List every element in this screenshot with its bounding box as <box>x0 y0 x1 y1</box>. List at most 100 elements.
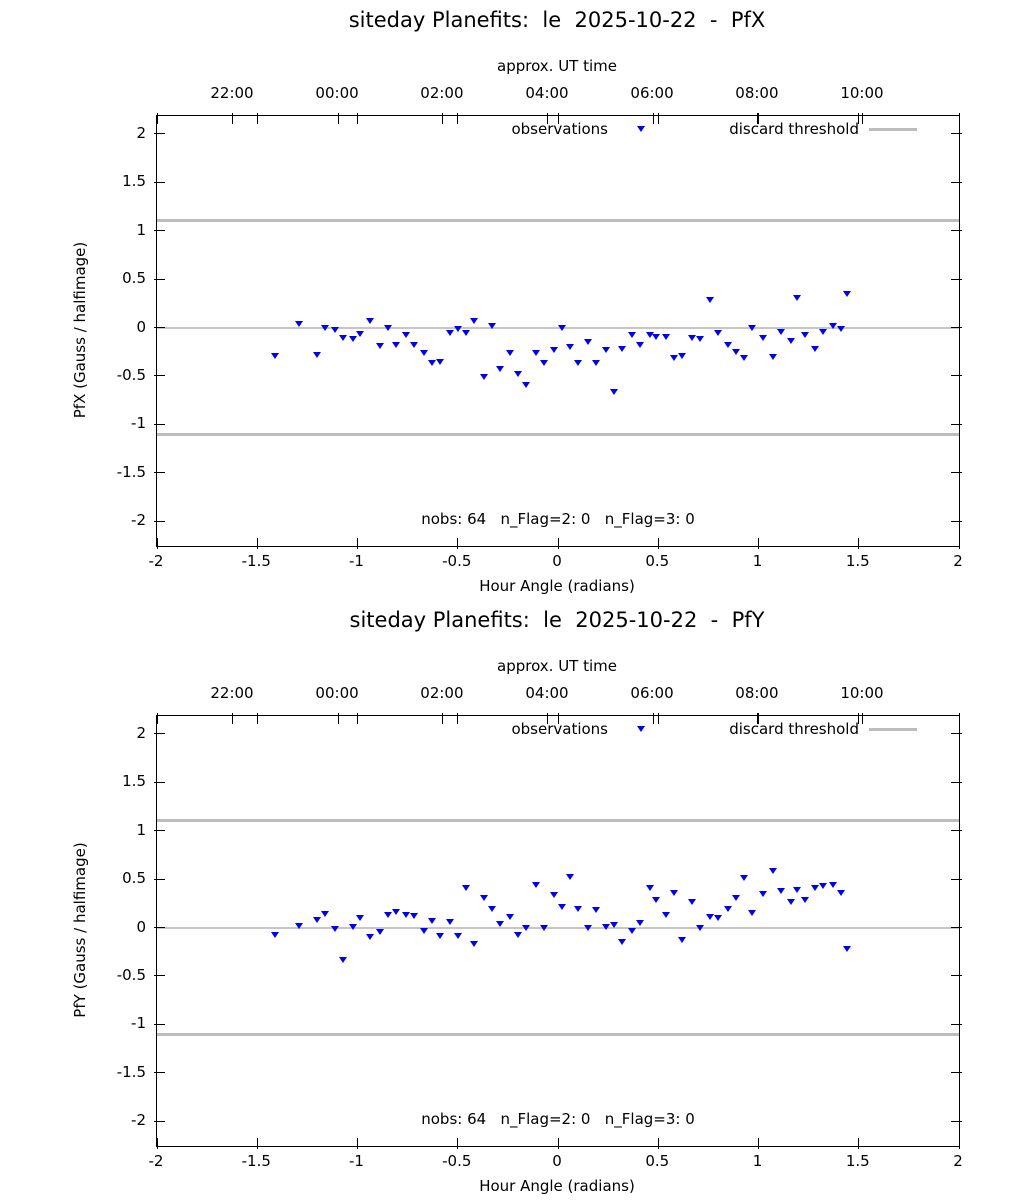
data-point <box>818 329 827 336</box>
data-point <box>321 325 330 332</box>
y-tick-mark <box>154 733 165 735</box>
legend-threshold-label: discard threshold <box>729 720 859 738</box>
x-tick-mark <box>657 538 659 549</box>
x-tick-mark <box>657 113 659 124</box>
legend-observations-label: observations <box>511 720 608 738</box>
y-tick-mark <box>951 520 962 522</box>
y-tick-mark <box>951 278 962 280</box>
y-tick-mark <box>951 878 962 880</box>
data-point <box>445 330 454 337</box>
x-tick-label: 2 <box>953 1152 963 1170</box>
ut-tick-label: 08:00 <box>735 684 779 702</box>
y-tick-label: -0.5 <box>116 365 146 384</box>
ut-tick-label: 00:00 <box>315 684 359 702</box>
y-tick-label: -1 <box>131 1014 146 1033</box>
data-point <box>365 934 374 941</box>
data-point <box>842 290 851 297</box>
x-tick-mark <box>758 113 759 124</box>
ut-tick-mark <box>862 113 864 124</box>
data-point <box>678 352 687 359</box>
ut-tick-label: 04:00 <box>525 684 569 702</box>
data-point <box>427 917 436 924</box>
y-tick-mark <box>154 1072 165 1074</box>
y-tick-label: 1.5 <box>122 772 146 791</box>
threshold-line-sample-icon <box>869 728 917 731</box>
zero-gridline <box>157 926 959 929</box>
y-tick-mark <box>154 278 165 280</box>
y-tick-mark <box>154 1120 165 1122</box>
data-point <box>435 933 444 940</box>
y-tick-mark <box>951 327 962 328</box>
y-tick-mark <box>154 375 165 377</box>
data-point <box>662 334 671 341</box>
data-point <box>786 899 795 906</box>
x-tick-label: -0.5 <box>442 552 472 570</box>
y-tick-mark <box>154 781 165 783</box>
discard-threshold-line <box>157 432 959 436</box>
y-tick-mark <box>951 1023 962 1025</box>
data-point <box>748 909 757 916</box>
data-point <box>566 343 575 350</box>
x-tick-mark <box>357 713 358 724</box>
data-point <box>391 908 400 915</box>
data-point <box>670 889 679 896</box>
top-axis-label: approx. UT time <box>497 57 617 75</box>
x-tick-mark <box>958 538 960 549</box>
x-tick-mark <box>256 113 258 124</box>
ut-tick-label: 02:00 <box>420 684 464 702</box>
x-tick-mark <box>357 113 358 124</box>
data-point <box>435 359 444 366</box>
y-tick-label: -2 <box>131 511 146 530</box>
data-point <box>592 360 601 367</box>
data-point <box>313 351 322 358</box>
data-point <box>810 884 819 891</box>
data-point <box>748 324 757 331</box>
data-point <box>602 346 611 353</box>
data-point <box>610 389 619 396</box>
x-tick-label: 2 <box>953 552 963 570</box>
x-tick-mark <box>958 113 960 124</box>
data-point <box>383 325 392 332</box>
data-point <box>339 335 348 342</box>
data-point <box>678 937 687 944</box>
y-tick-mark <box>154 975 165 977</box>
data-point <box>349 923 358 930</box>
y-tick-label: -1.5 <box>116 1062 146 1081</box>
discard-threshold-line <box>157 1032 959 1036</box>
x-tick-mark <box>156 538 158 549</box>
ut-tick-mark <box>337 113 339 124</box>
x-tick-mark <box>357 1138 358 1149</box>
data-point <box>271 932 280 939</box>
data-point <box>349 336 358 343</box>
y-tick-mark <box>951 375 962 377</box>
ut-tick-label: 04:00 <box>525 84 569 102</box>
ut-tick-mark <box>232 113 234 124</box>
y-tick-mark <box>154 133 165 135</box>
data-point <box>828 881 837 888</box>
x-tick-mark <box>858 1138 860 1149</box>
data-point <box>355 331 364 338</box>
data-point <box>419 349 428 356</box>
y-tick-mark <box>154 830 165 832</box>
data-point <box>521 381 530 388</box>
data-point <box>558 324 566 331</box>
data-point <box>461 884 470 891</box>
data-point <box>521 925 530 932</box>
stats-annotation: nobs: 64 n_Flag=2: 0 n_Flag=3: 0 <box>421 510 695 528</box>
data-point <box>513 932 522 939</box>
data-point <box>688 335 697 342</box>
data-point <box>427 360 436 367</box>
data-point <box>652 897 661 904</box>
x-tick-mark <box>457 713 459 724</box>
x-tick-mark <box>858 538 860 549</box>
data-point <box>339 957 348 964</box>
y-tick-mark <box>154 230 165 232</box>
data-point <box>714 914 723 921</box>
x-tick-label: -0.5 <box>442 1152 472 1170</box>
ut-tick-label: 22:00 <box>210 684 254 702</box>
data-point <box>696 336 705 343</box>
x-tick-label: -1 <box>349 552 364 570</box>
y-tick-label: 0 <box>136 917 146 936</box>
chart-title: siteday Planefits: le 2025-10-22 - PfX <box>348 8 766 32</box>
x-tick-label: -2 <box>148 552 164 570</box>
